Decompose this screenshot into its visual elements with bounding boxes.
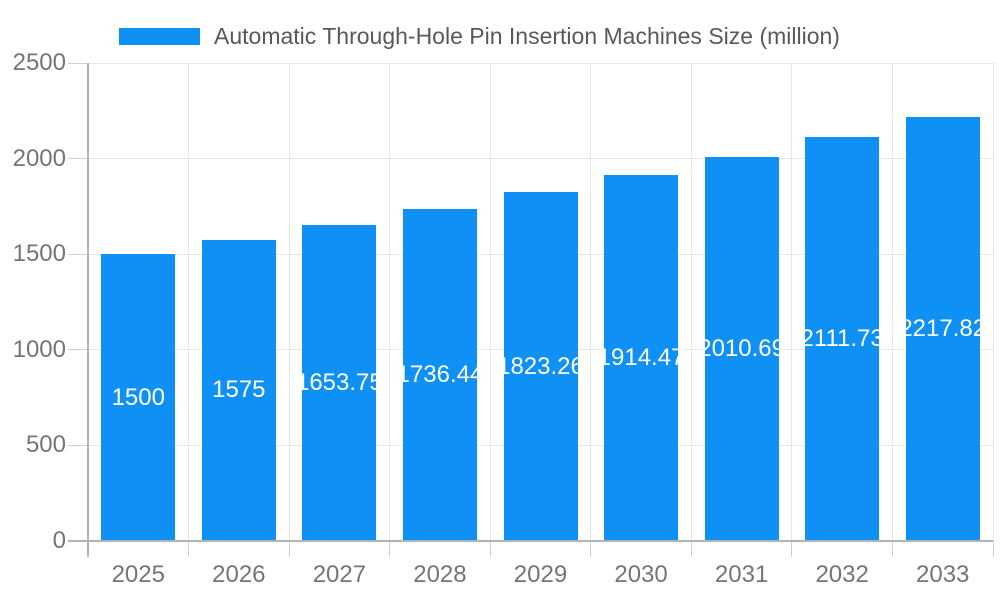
gridline-horizontal: [88, 158, 993, 160]
legend[interactable]: Automatic Through-Hole Pin Insertion Mac…: [119, 23, 840, 49]
x-axis-tick: [690, 541, 692, 557]
bar-value-label: 1823.26: [497, 352, 584, 380]
x-axis-tick: [389, 541, 391, 557]
bar-value-label: 2010.69: [698, 334, 785, 362]
y-tick-label: 1000: [12, 335, 66, 363]
x-tick-label: 2033: [916, 561, 970, 588]
y-tick-label: 2500: [12, 49, 66, 76]
gridline-vertical: [891, 63, 893, 541]
x-axis-tick: [288, 541, 290, 557]
x-tick-label: 2029: [513, 561, 568, 588]
bar[interactable]: [905, 116, 980, 541]
bar-value-label: 2111.73: [800, 325, 884, 353]
bar-value-label: 1500: [111, 383, 165, 411]
y-axis-tick: [68, 62, 88, 64]
x-tick-label: 2028: [413, 561, 467, 588]
x-axis-tick: [791, 541, 793, 557]
gridline-vertical: [188, 63, 190, 541]
y-axis-line: [87, 63, 89, 557]
y-axis-tick: [68, 349, 88, 351]
x-tick-label: 2025: [111, 561, 165, 588]
bar[interactable]: [201, 239, 276, 541]
x-axis-tick: [188, 541, 190, 557]
x-axis-tick: [590, 541, 592, 557]
y-axis-tick: [68, 444, 88, 446]
x-axis-line: [68, 540, 993, 542]
gridline-vertical: [288, 63, 290, 541]
y-axis-tick: [68, 158, 88, 160]
x-tick-label: 2027: [312, 561, 367, 588]
x-tick-label: 2026: [212, 561, 266, 588]
x-tick-label: 2031: [714, 561, 769, 588]
gridline-horizontal: [88, 62, 993, 64]
bar[interactable]: [302, 224, 377, 541]
bar[interactable]: [503, 192, 578, 541]
y-tick-label: 1500: [12, 240, 66, 268]
bar[interactable]: [805, 137, 880, 541]
y-tick-label: 0: [52, 527, 66, 554]
gridline-vertical: [389, 63, 391, 541]
gridline-vertical: [690, 63, 692, 541]
gridline-vertical: [489, 63, 491, 541]
bar[interactable]: [604, 174, 679, 541]
y-axis-tick: [68, 253, 88, 255]
bar-value-label: 1736.44: [396, 360, 484, 388]
bar-value-label: 1914.47: [597, 343, 685, 371]
y-tick-label: 500: [25, 431, 66, 459]
x-tick-label: 2032: [815, 561, 869, 588]
x-tick-label: 2030: [614, 561, 668, 588]
gridline-vertical: [590, 63, 592, 541]
gridline-vertical: [992, 63, 994, 541]
legend-swatch: [119, 27, 200, 45]
x-axis-tick: [489, 541, 491, 557]
y-tick-label: 2000: [12, 144, 66, 172]
bar-value-label: 1575: [212, 376, 266, 404]
bar[interactable]: [402, 208, 477, 541]
x-axis-tick: [891, 541, 893, 557]
legend-series-label: Automatic Through-Hole Pin Insertion Mac…: [214, 23, 840, 49]
bar[interactable]: [704, 156, 779, 541]
bar-value-label: 1653.75: [295, 368, 383, 396]
bar-value-label: 2217.82: [899, 314, 987, 342]
gridline-vertical: [791, 63, 793, 541]
bar[interactable]: [101, 254, 176, 541]
x-axis-tick: [992, 541, 994, 557]
